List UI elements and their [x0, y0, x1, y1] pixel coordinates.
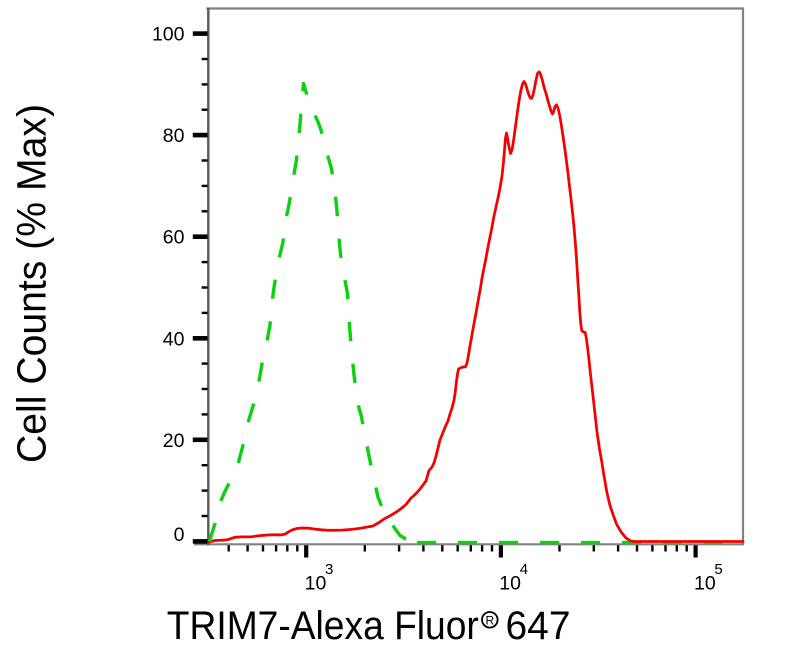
svg-text:5: 5 — [714, 561, 722, 578]
svg-text:647: 647 — [506, 604, 571, 648]
svg-text:4: 4 — [520, 561, 528, 578]
svg-text:80: 80 — [163, 125, 185, 147]
svg-text:20: 20 — [163, 430, 185, 452]
svg-text:10: 10 — [694, 573, 716, 595]
svg-text:10: 10 — [499, 573, 521, 595]
svg-text:40: 40 — [163, 328, 185, 350]
svg-text:60: 60 — [163, 227, 185, 249]
svg-text:10: 10 — [305, 573, 327, 595]
svg-text:Cell Counts (% Max): Cell Counts (% Max) — [9, 104, 55, 463]
svg-text:TRIM7-Alexa Fluor: TRIM7-Alexa Fluor — [167, 604, 479, 648]
svg-text:3: 3 — [325, 561, 333, 578]
svg-text:100: 100 — [152, 24, 185, 46]
svg-text:0: 0 — [174, 524, 185, 546]
svg-text:R: R — [485, 613, 494, 627]
